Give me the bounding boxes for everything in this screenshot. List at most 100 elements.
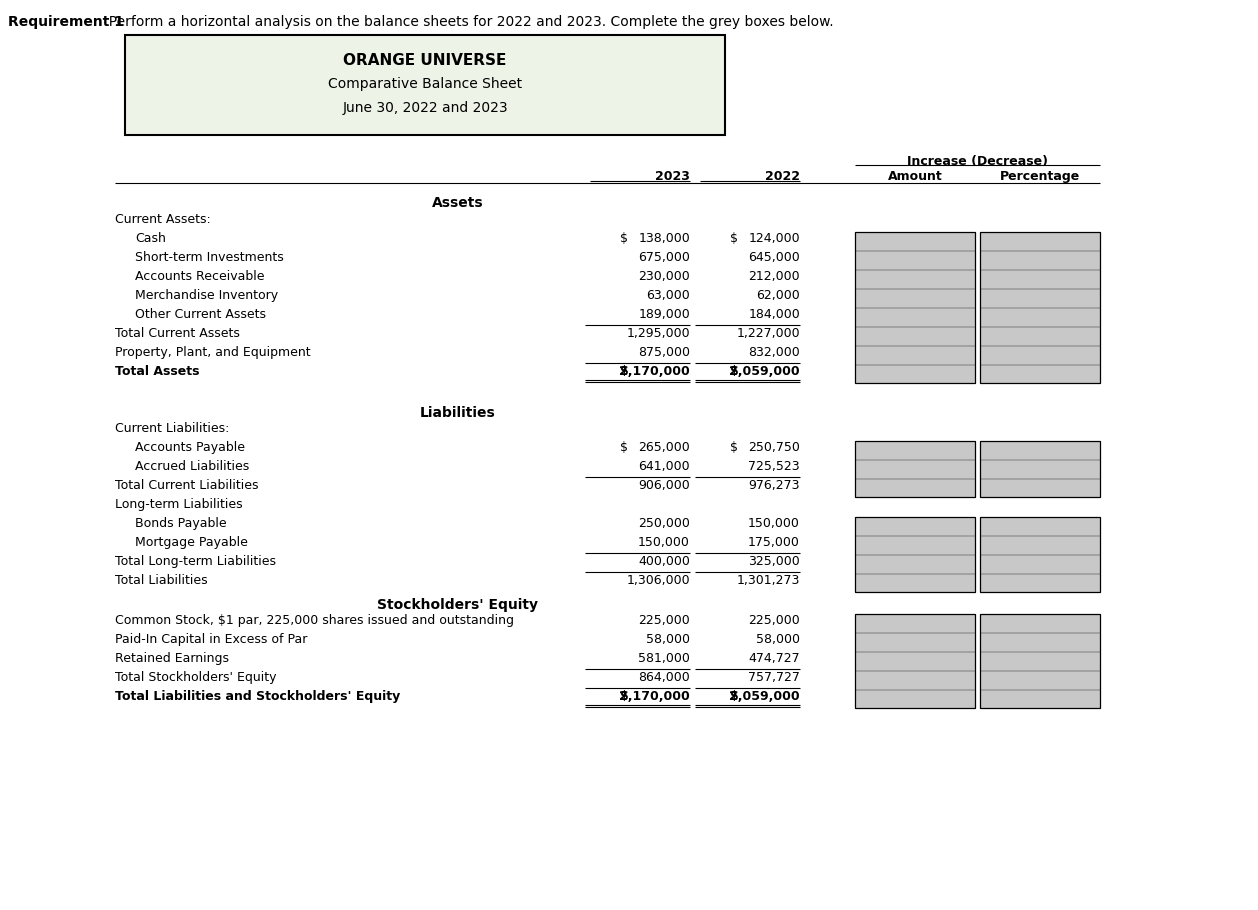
Text: 864,000: 864,000 — [638, 671, 689, 684]
Bar — [855, 671, 975, 689]
Text: 1,295,000: 1,295,000 — [626, 327, 689, 340]
Text: Bonds Payable: Bonds Payable — [135, 517, 226, 530]
Text: 1,306,000: 1,306,000 — [626, 574, 689, 587]
Text: 225,000: 225,000 — [638, 614, 689, 627]
Bar — [855, 251, 975, 269]
Bar — [855, 614, 975, 632]
Text: 175,000: 175,000 — [749, 536, 800, 549]
Bar — [855, 460, 975, 478]
Text: 63,000: 63,000 — [647, 289, 689, 302]
Bar — [855, 365, 975, 383]
Text: Current Liabilities:: Current Liabilities: — [114, 422, 229, 435]
Bar — [855, 555, 975, 573]
Text: $: $ — [620, 690, 629, 703]
Text: Long-term Liabilities: Long-term Liabilities — [114, 498, 243, 511]
Text: 832,000: 832,000 — [749, 346, 800, 359]
Text: 2,170,000: 2,170,000 — [619, 690, 689, 703]
Bar — [855, 690, 975, 708]
Text: Accounts Receivable: Accounts Receivable — [135, 270, 264, 283]
Text: Current Assets:: Current Assets: — [114, 213, 211, 226]
Bar — [855, 517, 975, 535]
Text: 184,000: 184,000 — [749, 308, 800, 321]
Text: $: $ — [730, 441, 738, 454]
Bar — [980, 517, 1099, 592]
Bar — [855, 270, 975, 288]
Text: Cash: Cash — [135, 232, 166, 245]
Bar — [980, 365, 1099, 383]
Text: June 30, 2022 and 2023: June 30, 2022 and 2023 — [342, 101, 508, 115]
Bar — [980, 690, 1099, 708]
Text: 150,000: 150,000 — [749, 517, 800, 530]
Bar — [980, 251, 1099, 269]
Text: Stockholders' Equity: Stockholders' Equity — [377, 598, 538, 612]
Bar — [980, 479, 1099, 497]
Text: 62,000: 62,000 — [756, 289, 800, 302]
Bar — [125, 35, 725, 135]
Text: 581,000: 581,000 — [638, 652, 689, 665]
Bar — [980, 327, 1099, 345]
Text: 124,000: 124,000 — [749, 232, 800, 245]
Bar — [980, 555, 1099, 573]
Bar — [855, 232, 975, 250]
Text: $: $ — [730, 232, 738, 245]
Bar — [980, 232, 1099, 250]
Text: $: $ — [620, 441, 628, 454]
Bar — [855, 574, 975, 592]
Text: 265,000: 265,000 — [638, 441, 689, 454]
Text: Paid-In Capital in Excess of Par: Paid-In Capital in Excess of Par — [114, 633, 307, 646]
Text: 150,000: 150,000 — [638, 536, 689, 549]
Text: Short-term Investments: Short-term Investments — [135, 251, 284, 264]
Text: Total Current Liabilities: Total Current Liabilities — [114, 479, 258, 492]
Text: $: $ — [620, 365, 629, 378]
Text: 212,000: 212,000 — [749, 270, 800, 283]
Bar — [980, 614, 1099, 632]
Text: Other Current Assets: Other Current Assets — [135, 308, 265, 321]
Bar — [980, 536, 1099, 554]
Text: $: $ — [620, 232, 628, 245]
Text: 641,000: 641,000 — [638, 460, 689, 473]
Text: Perform a horizontal analysis on the balance sheets for 2022 and 2023. Complete : Perform a horizontal analysis on the bal… — [99, 15, 834, 29]
Text: 138,000: 138,000 — [638, 232, 689, 245]
Text: 250,000: 250,000 — [638, 517, 689, 530]
Text: ORANGE UNIVERSE: ORANGE UNIVERSE — [343, 53, 507, 68]
Text: 1,227,000: 1,227,000 — [736, 327, 800, 340]
Text: Accounts Payable: Accounts Payable — [135, 441, 245, 454]
Bar — [980, 460, 1099, 478]
Text: Comparative Balance Sheet: Comparative Balance Sheet — [328, 77, 522, 91]
Text: Requirement 1: Requirement 1 — [8, 15, 125, 29]
Bar — [855, 517, 975, 592]
Bar — [980, 346, 1099, 364]
Text: Common Stock, $1 par, 225,000 shares issued and outstanding: Common Stock, $1 par, 225,000 shares iss… — [114, 614, 515, 627]
Bar — [855, 652, 975, 670]
Bar — [855, 479, 975, 497]
Text: 725,523: 725,523 — [749, 460, 800, 473]
Text: Increase (Decrease): Increase (Decrease) — [907, 155, 1048, 168]
Bar — [980, 308, 1099, 326]
Text: Total Liabilities: Total Liabilities — [114, 574, 208, 587]
Text: $: $ — [730, 365, 738, 378]
Text: 645,000: 645,000 — [749, 251, 800, 264]
Bar — [980, 671, 1099, 689]
Text: 58,000: 58,000 — [647, 633, 689, 646]
Text: 474,727: 474,727 — [749, 652, 800, 665]
Text: $: $ — [730, 690, 738, 703]
Bar — [855, 308, 975, 326]
Text: Property, Plant, and Equipment: Property, Plant, and Equipment — [114, 346, 311, 359]
Bar — [980, 517, 1099, 535]
Text: Total Assets: Total Assets — [114, 365, 200, 378]
Text: 400,000: 400,000 — [638, 555, 689, 568]
Text: Accrued Liabilities: Accrued Liabilities — [135, 460, 249, 473]
Bar — [855, 441, 975, 459]
Text: Amount: Amount — [888, 170, 942, 183]
Text: 325,000: 325,000 — [749, 555, 800, 568]
Text: Total Long-term Liabilities: Total Long-term Liabilities — [114, 555, 276, 568]
Text: 189,000: 189,000 — [638, 308, 689, 321]
Text: 757,727: 757,727 — [749, 671, 800, 684]
Text: Total Liabilities and Stockholders' Equity: Total Liabilities and Stockholders' Equi… — [114, 690, 400, 703]
Text: 2023: 2023 — [655, 170, 689, 183]
Text: Retained Earnings: Retained Earnings — [114, 652, 229, 665]
Bar — [855, 536, 975, 554]
Text: Merchandise Inventory: Merchandise Inventory — [135, 289, 278, 302]
Text: Mortgage Payable: Mortgage Payable — [135, 536, 248, 549]
Bar — [855, 441, 975, 497]
